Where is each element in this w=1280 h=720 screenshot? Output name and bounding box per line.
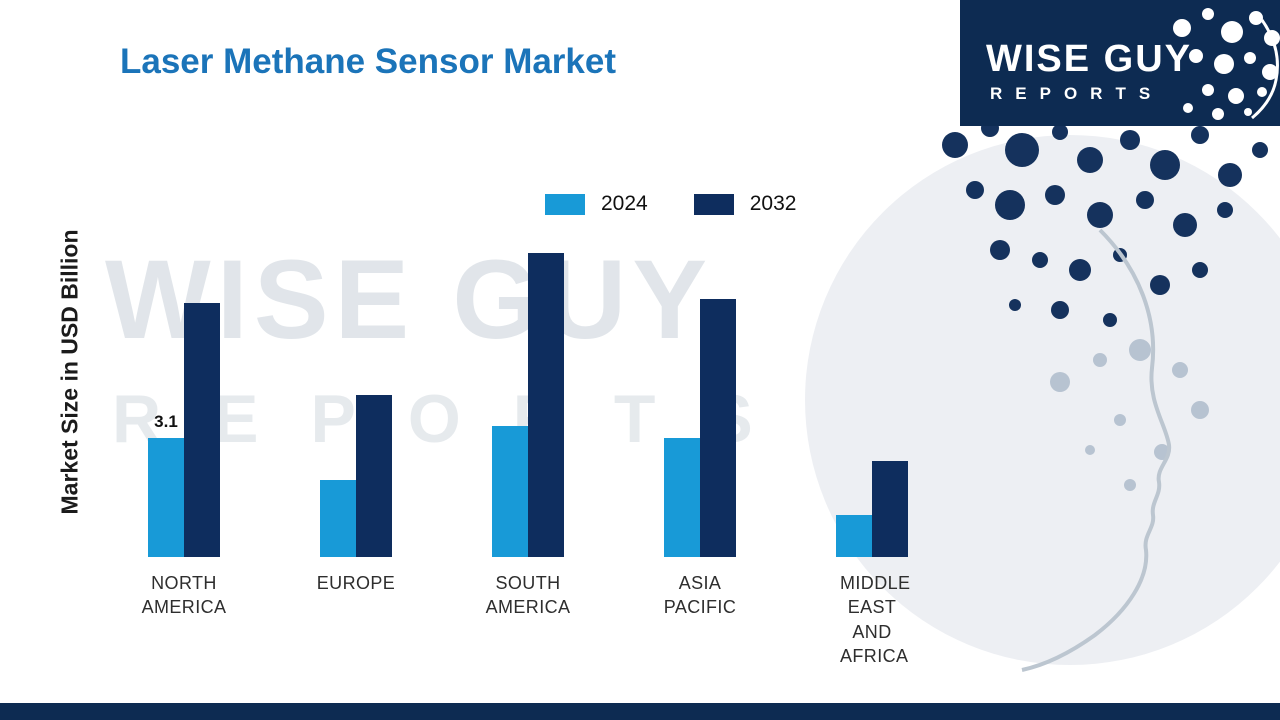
category-label: EUROPE — [316, 573, 396, 593]
legend-swatch-2024 — [545, 193, 585, 215]
bar-group: ASIA PACIFIC — [614, 240, 786, 668]
legend: 2024 2032 — [545, 192, 796, 216]
legend-swatch-2032 — [693, 193, 734, 215]
bar-2032 — [872, 461, 908, 557]
face-profile-line — [1021, 228, 1172, 672]
bar-group: SOUTH AMERICA — [442, 240, 614, 668]
bottom-accent-bar — [0, 703, 1280, 720]
category-label: NORTH AMERICA — [141, 573, 227, 618]
logo-face-dots-icon — [1173, 8, 1280, 120]
bar-2032 — [700, 299, 736, 557]
bar-2032 — [184, 303, 220, 557]
bar-group: EUROPE — [270, 240, 442, 668]
navy-dot-cluster — [942, 120, 1268, 327]
category-label: MIDDLE EAST AND AFRICA — [840, 573, 911, 666]
bar-2032 — [356, 395, 392, 557]
bar-2032 — [528, 253, 564, 557]
bar-2024 — [320, 480, 356, 557]
bar-group: MIDDLE EAST AND AFRICA — [786, 240, 958, 668]
bar-group: 3.1 NORTH AMERICA — [98, 240, 270, 668]
page-title: Laser Methane Sensor Market — [120, 42, 617, 81]
bar-2024 — [664, 438, 700, 557]
bar-chart: 3.1 NORTH AMERICA EUROPE SOUTH AMERICA ASIA … — [98, 240, 958, 668]
logo-wordmark: WISE GUY — [986, 38, 1193, 80]
gray-dot-cluster — [1050, 339, 1209, 491]
legend-item-2024: 2024 — [545, 192, 648, 216]
legend-label-2024: 2024 — [601, 192, 648, 215]
bar-2024 — [836, 515, 872, 557]
legend-item-2032: 2032 — [693, 192, 797, 216]
logo-subtitle: REPORTS — [990, 84, 1164, 103]
background-circle — [805, 135, 1280, 665]
decorative-head-artwork — [805, 120, 1280, 672]
category-label: SOUTH AMERICA — [485, 573, 571, 618]
bar-value-label: 3.1 — [154, 412, 178, 431]
brand-logo: WISE GUY REPORTS — [960, 0, 1280, 126]
bar-2024 — [492, 426, 528, 557]
legend-label-2032: 2032 — [749, 192, 797, 215]
y-axis-label: Market Size in USD Billion — [56, 229, 83, 515]
bar-2024 — [148, 438, 184, 557]
category-label: ASIA PACIFIC — [663, 573, 737, 618]
